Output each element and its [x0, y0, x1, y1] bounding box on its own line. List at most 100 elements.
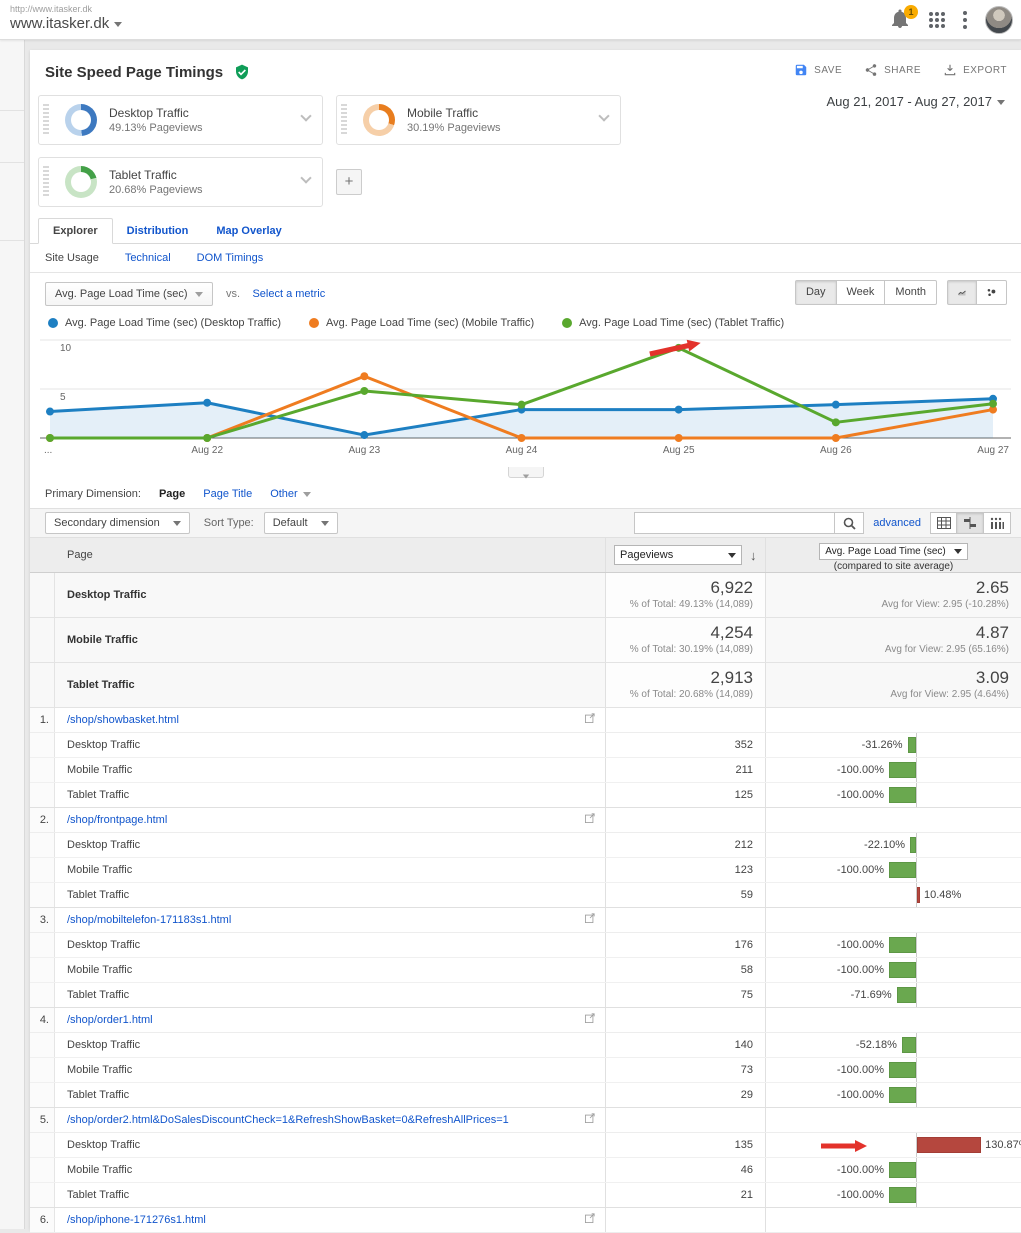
- metric-subtext: Avg for View: 2.95 (4.64%): [766, 689, 1009, 700]
- comparison-cell: -100.00%: [765, 758, 1021, 782]
- segment-donut-chart: [65, 104, 97, 136]
- dimension-option-page[interactable]: Page: [159, 488, 185, 500]
- chevron-down-icon: [598, 110, 609, 121]
- page-url-link[interactable]: /shop/showbasket.html: [67, 714, 179, 726]
- avatar[interactable]: [985, 6, 1013, 34]
- segment-pageviews: 29: [605, 1083, 765, 1107]
- segment-row-name: Desktop Traffic: [55, 833, 605, 857]
- subtab-site-usage[interactable]: Site Usage: [45, 252, 99, 264]
- comparison-value: -31.26%: [766, 739, 903, 751]
- date-range-picker[interactable]: Aug 21, 2017 - Aug 27, 2017: [826, 94, 1005, 109]
- external-link-icon[interactable]: [585, 1113, 595, 1123]
- page-url-link[interactable]: /shop/iphone-171276s1.html: [67, 1214, 206, 1226]
- chart-expand-handle[interactable]: [508, 467, 544, 478]
- svg-text:Aug 26: Aug 26: [820, 445, 852, 456]
- page-url-link[interactable]: /shop/order2.html&DoSalesDiscountCheck=1…: [67, 1114, 509, 1126]
- granularity-day[interactable]: Day: [795, 280, 837, 305]
- summary-segment-name: Mobile Traffic: [55, 618, 605, 662]
- segment-donut-chart: [363, 104, 395, 136]
- overflow-menu-icon[interactable]: [963, 11, 967, 29]
- page-url-link[interactable]: /shop/mobiltelefon-171183s1.html: [67, 914, 231, 926]
- page-title: Site Speed Page Timings: [45, 64, 223, 81]
- comparison-value: -100.00%: [766, 1164, 884, 1176]
- comparison-cell: 10.48%: [765, 883, 1021, 907]
- page-url-link[interactable]: /shop/order1.html: [67, 1014, 153, 1026]
- dimension-option-other[interactable]: Other: [270, 488, 311, 500]
- comparison-value: -100.00%: [766, 789, 884, 801]
- subtab-dom-timings[interactable]: DOM Timings: [197, 252, 264, 264]
- segment-row-name: Desktop Traffic: [55, 933, 605, 957]
- external-link-icon[interactable]: [585, 1013, 595, 1023]
- apps-grid-icon[interactable]: [929, 12, 945, 28]
- granularity-month[interactable]: Month: [885, 280, 937, 305]
- pageviews-value: 4,254: [606, 623, 753, 643]
- external-link-icon[interactable]: [585, 813, 595, 823]
- pageviews-column-select[interactable]: Pageviews: [614, 545, 742, 565]
- pivot-view-button[interactable]: [984, 512, 1011, 534]
- dimension-option-page-title[interactable]: Page Title: [203, 488, 252, 500]
- segment-donut-chart: [65, 166, 97, 198]
- drag-handle[interactable]: [341, 104, 347, 136]
- add-segment-button[interactable]: +: [336, 169, 362, 195]
- page-url-link[interactable]: /shop/frontpage.html: [67, 814, 167, 826]
- tab-distribution[interactable]: Distribution: [113, 219, 203, 243]
- advanced-link[interactable]: advanced: [873, 517, 921, 529]
- comparison-bar: [902, 1037, 916, 1053]
- tab-explorer[interactable]: Explorer: [38, 218, 113, 244]
- comparison-axis: [916, 1058, 917, 1082]
- sort-type-button[interactable]: Default: [264, 512, 338, 534]
- comparison-view-button[interactable]: [957, 512, 984, 534]
- subtab-technical[interactable]: Technical: [125, 252, 171, 264]
- comparison-value: -100.00%: [766, 764, 884, 776]
- drag-handle[interactable]: [43, 104, 49, 136]
- export-button[interactable]: EXPORT: [943, 63, 1007, 77]
- tab-map-overlay[interactable]: Map Overlay: [202, 219, 295, 243]
- external-link-icon[interactable]: [585, 1213, 595, 1223]
- external-link-icon[interactable]: [585, 713, 595, 723]
- account-selector[interactable]: www.itasker.dk: [10, 15, 122, 32]
- collapsed-sidebar[interactable]: [0, 40, 25, 1229]
- select-metric-link[interactable]: Select a metric: [252, 288, 325, 300]
- segment-pageviews: 46: [605, 1158, 765, 1182]
- segment-row-name: Mobile Traffic: [55, 858, 605, 882]
- share-button[interactable]: SHARE: [864, 63, 921, 77]
- metric-value: 3.09: [766, 668, 1009, 688]
- external-link-icon[interactable]: [585, 913, 595, 923]
- drag-handle[interactable]: [43, 166, 49, 198]
- granularity-week[interactable]: Week: [837, 280, 886, 305]
- comparison-bar: [889, 937, 916, 953]
- secondary-dimension-button[interactable]: Secondary dimension: [45, 512, 190, 534]
- chevron-down-icon: [300, 172, 311, 183]
- search-input[interactable]: [634, 512, 834, 534]
- notifications-button[interactable]: 1: [891, 9, 911, 31]
- segment-name: Desktop Traffic: [109, 106, 203, 120]
- segment-row-name: Mobile Traffic: [55, 758, 605, 782]
- search-button[interactable]: [834, 512, 864, 534]
- metric-column-select[interactable]: Avg. Page Load Time (sec): [819, 543, 967, 560]
- comparison-value: -100.00%: [766, 939, 884, 951]
- chevron-down-icon: [522, 475, 528, 479]
- data-table-view-button[interactable]: [930, 512, 957, 534]
- line-chart-icon: [958, 287, 966, 299]
- line-chart-view-button[interactable]: [947, 280, 977, 305]
- property-url: http://www.itasker.dk: [10, 4, 92, 14]
- segment-row-name: Tablet Traffic: [55, 783, 605, 807]
- motion-chart-view-button[interactable]: [977, 280, 1007, 305]
- sort-direction-icon[interactable]: ↓: [750, 548, 757, 563]
- svg-text:5: 5: [60, 392, 66, 403]
- save-button[interactable]: SAVE: [794, 63, 842, 77]
- metric-dropdown[interactable]: Avg. Page Load Time (sec): [45, 282, 213, 306]
- segment-row-name: Tablet Traffic: [55, 983, 605, 1007]
- svg-text:Aug 25: Aug 25: [663, 445, 695, 456]
